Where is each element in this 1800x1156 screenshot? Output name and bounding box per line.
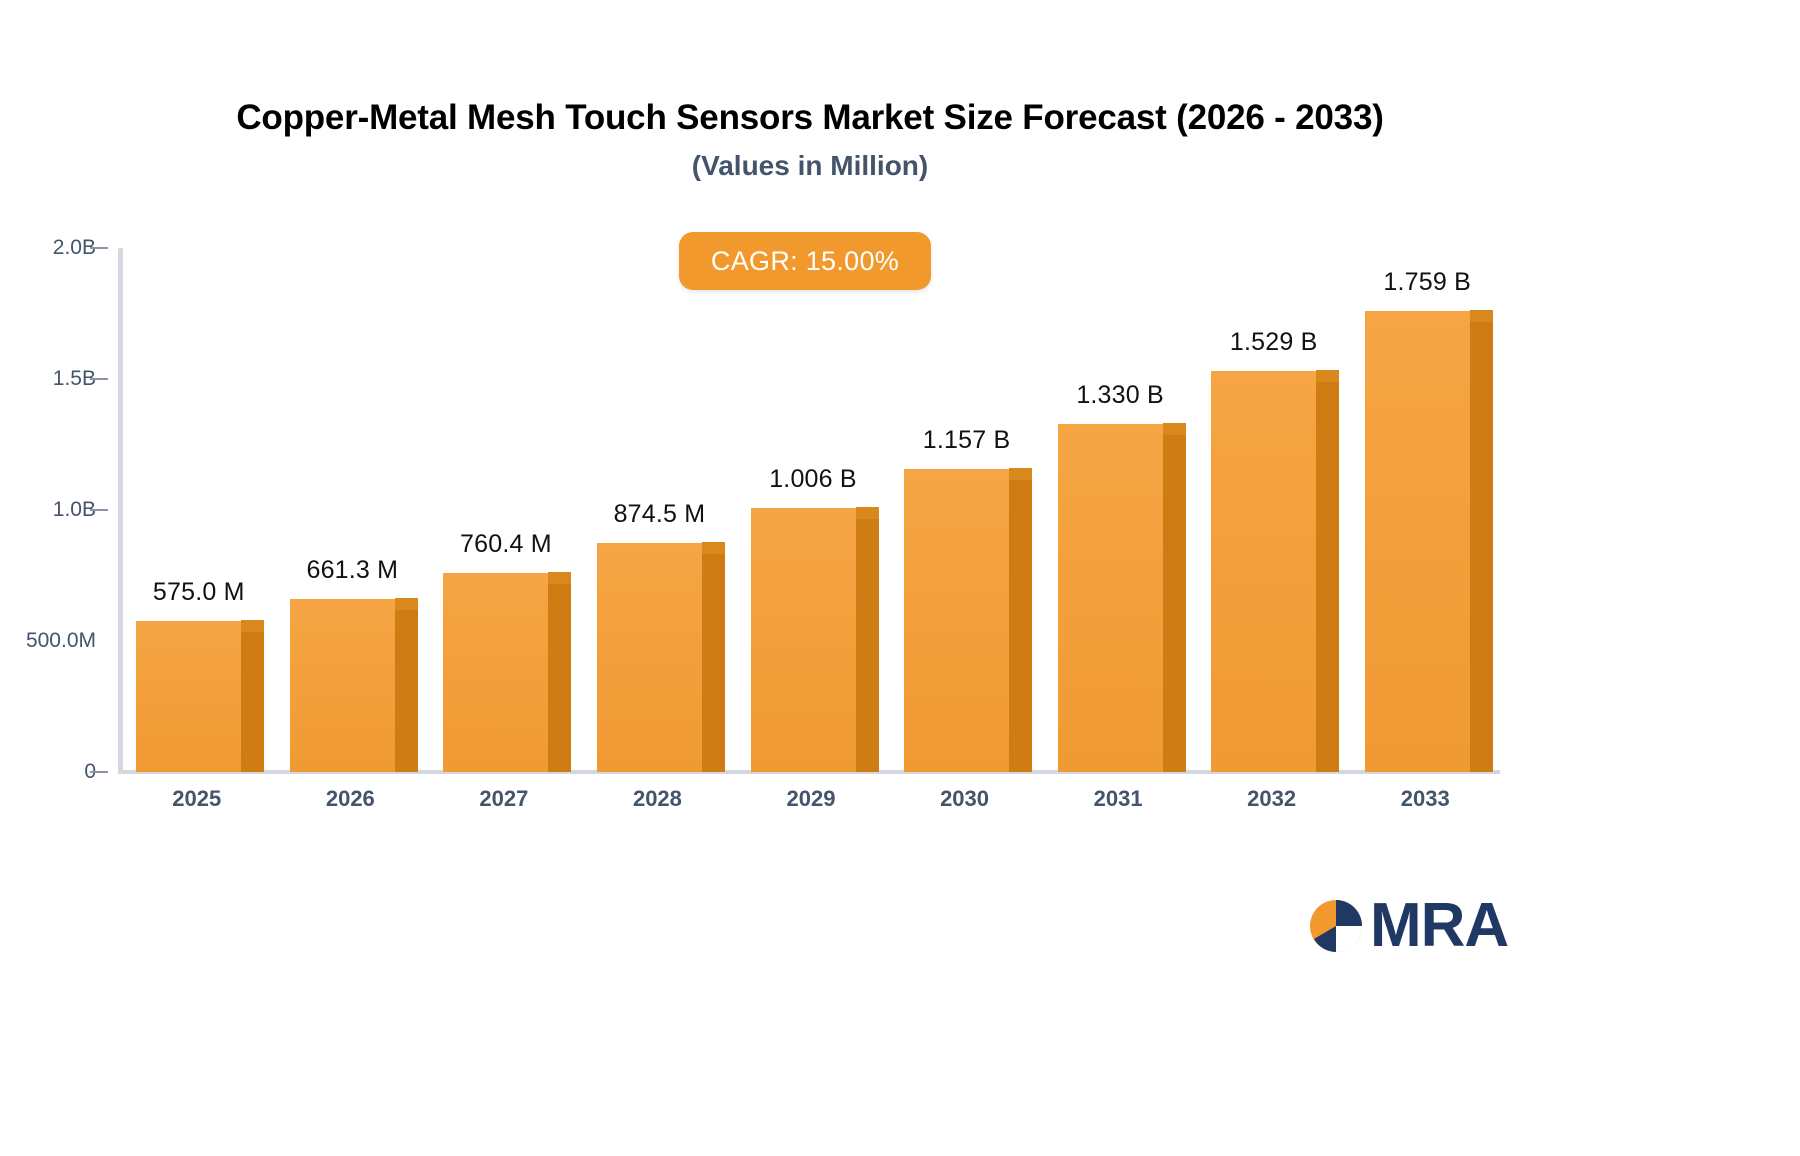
bar-front-face (904, 468, 1010, 772)
bar-front-face (289, 598, 395, 772)
bar-front-face (1211, 371, 1317, 772)
bars-layer: 575.0 M 661.3 M 760.4 M 874.5 M 1.006 B 1.157… (118, 248, 1500, 772)
y-axis-tick-label: 2.0B (52, 236, 96, 259)
pie-chart-mark-icon (1308, 898, 1364, 954)
bar-2031[interactable]: 1.330 B (1057, 364, 1186, 772)
bar-front-face (136, 621, 242, 772)
y-axis-ticks: 0500.0M1.0B1.5B2.0B (0, 0, 108, 1156)
bar-side-face (1162, 434, 1186, 772)
y-axis-tick-mark (90, 378, 108, 380)
bar-side-face (241, 632, 265, 772)
bar-side-face (394, 609, 418, 772)
bar-top-face (855, 507, 879, 520)
x-axis-line (118, 770, 1500, 774)
bar-front-face (443, 572, 549, 772)
y-axis-tick-label: 500.0M (25, 629, 96, 652)
x-axis-ticks: 2025 2026 2027 2028 2029 2030 2031 2032 2033 (118, 786, 1500, 826)
y-axis-tick-mark (90, 247, 108, 249)
bar-top-face (1316, 370, 1340, 383)
mra-logo-text: MRA (1370, 891, 1509, 960)
bar-side-face (1009, 479, 1033, 772)
cagr-badge-label: CAGR: 15.00% (710, 245, 900, 276)
mra-logo: MRA (1308, 891, 1509, 960)
bar-top-face (394, 597, 418, 610)
bar-value-label: 1.330 B (1076, 380, 1164, 409)
x-axis-tick-label: 2029 (786, 786, 836, 811)
y-axis-tick-label: 1.0B (52, 498, 96, 521)
x-axis-tick-label: 2030 (940, 786, 990, 811)
x-axis-tick-label: 2025 (172, 786, 222, 811)
bar-front-face (750, 508, 856, 772)
x-axis-tick-label: 2031 (1093, 786, 1143, 811)
bar-value-label: 1.759 B (1383, 268, 1472, 297)
bar-2029[interactable]: 1.006 B (750, 448, 879, 772)
bar-value-label: 760.4 M (460, 529, 552, 558)
bar-front-face (1364, 311, 1470, 772)
bar-value-label: 1.006 B (769, 465, 857, 494)
bar-side-face (1469, 322, 1493, 772)
bar-side-face (855, 519, 879, 772)
x-axis-tick-label: 2028 (632, 786, 682, 811)
x-axis-tick-label: 2026 (325, 786, 375, 811)
bar-front-face (1057, 423, 1163, 772)
bar-2025[interactable]: 575.0 M (136, 561, 265, 772)
bar-2030[interactable]: 1.157 B (904, 409, 1033, 772)
bar-top-face (701, 541, 725, 554)
chart-header: Copper-Metal Mesh Touch Sensors Market S… (0, 96, 1620, 186)
bar-2026[interactable]: 661.3 M (289, 539, 418, 772)
y-axis-line (118, 248, 123, 772)
bar-value-label: 1.529 B (1229, 328, 1318, 357)
chart-title: Copper-Metal Mesh Touch Sensors Market S… (236, 98, 1384, 137)
y-axis-tick-mark (90, 509, 108, 511)
chart-subtitle: (Values in Million) (691, 150, 929, 181)
bar-value-label: 874.5 M (613, 499, 706, 528)
bar-side-face (548, 583, 572, 772)
bar-value-label: 661.3 M (306, 555, 399, 584)
bar-2027[interactable]: 760.4 M (443, 513, 572, 772)
x-axis-tick-label: 2027 (479, 786, 529, 811)
bar-value-label: 575.0 M (152, 578, 245, 607)
bar-side-face (701, 553, 725, 772)
bar-top-face (1162, 422, 1186, 435)
bar-top-face (1009, 467, 1033, 480)
bar-2028[interactable]: 874.5 M (596, 483, 725, 772)
bar-top-face (1469, 310, 1493, 323)
bar-value-label: 1.157 B (922, 425, 1011, 454)
y-axis-tick-mark (90, 771, 108, 773)
bar-front-face (596, 542, 702, 772)
bar-2033[interactable]: 1.759 B (1364, 251, 1493, 772)
y-axis-tick-label: 1.5B (52, 367, 96, 390)
bar-2032[interactable]: 1.529 B (1211, 311, 1340, 772)
bar-side-face (1316, 382, 1340, 772)
cagr-badge: CAGR: 15.00% (679, 232, 931, 290)
bar-top-face (241, 620, 265, 633)
x-axis-tick-label: 2032 (1247, 786, 1297, 811)
bar-top-face (548, 571, 572, 584)
x-axis-tick-label: 2033 (1400, 786, 1450, 811)
